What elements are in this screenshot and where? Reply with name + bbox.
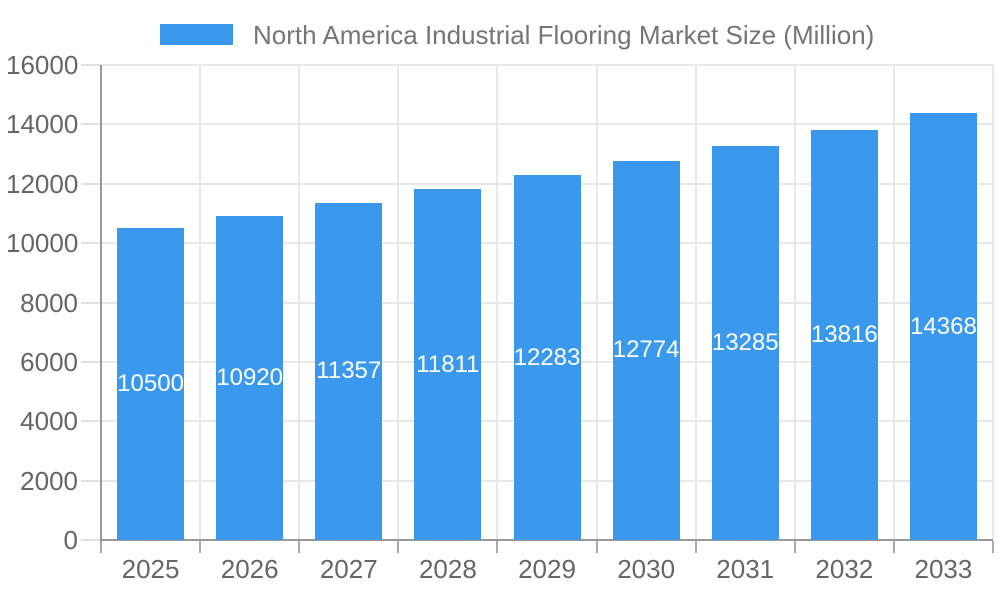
x-axis-tick [496,541,499,553]
x-axis-tick-label: 2030 [617,554,676,584]
y-axis-tick-label: 2000 [20,465,78,496]
bar-value-label: 11811 [416,350,480,378]
x-axis-tick [397,541,400,553]
y-axis-tick-label: 8000 [20,287,78,318]
x-axis-tick-label: 2031 [716,554,775,584]
gridline-vertical [199,65,202,540]
bar-value-label: 10500 [117,370,184,398]
x-axis-tick-label: 2032 [815,554,874,584]
bar-2029[interactable]: 12283 [513,175,581,540]
gridline-vertical [892,65,895,540]
bar-value-label: 10920 [216,363,284,391]
bar-2031[interactable]: 13285 [711,145,779,540]
y-axis-line [100,65,102,540]
x-axis-tick-label: 2027 [319,554,378,584]
bar-2032[interactable]: 13816 [810,129,878,540]
y-axis-tick-label: 6000 [20,346,78,377]
gridline-horizontal [101,123,993,126]
gridline-horizontal [101,64,993,66]
bar-value-label: 12774 [612,336,680,364]
y-axis-tick [81,242,101,245]
bar-2025[interactable]: 10500 [117,228,185,540]
y-axis-tick-label: 14000 [6,109,79,140]
y-axis-tick [81,360,101,363]
x-axis-tick [694,541,697,553]
legend-swatch-icon [160,24,233,45]
y-axis-tick-label: 16000 [6,50,79,80]
gridline-vertical [793,65,796,540]
bar-value-label: 11357 [316,357,382,385]
legend-item[interactable]: North America Industrial Flooring Market… [160,19,875,50]
bar-value-label: 12283 [513,343,581,371]
bar-2027[interactable]: 11357 [315,202,383,540]
x-axis-tick [199,541,202,553]
y-axis-tick-label: 10000 [6,228,79,259]
x-axis-line [100,539,993,541]
x-axis-tick-label: 2026 [220,554,279,584]
gridline-vertical [298,65,301,540]
bar-value-label: 13816 [810,320,878,348]
x-axis-tick-label: 2033 [914,554,973,584]
y-axis-tick-label: 4000 [20,406,78,437]
gridline-vertical [595,65,598,540]
x-axis-tick [793,541,796,553]
x-axis-tick [595,541,598,553]
bar-value-label: 13285 [711,328,779,356]
x-axis-tick [298,541,301,553]
bar-2033[interactable]: 14368 [909,113,977,540]
bar-2026[interactable]: 10920 [216,215,284,540]
gridline-vertical [496,65,499,540]
y-axis-tick [81,539,101,541]
y-axis-tick [81,182,101,185]
gridline-vertical [694,65,697,540]
x-axis-tick [992,541,994,553]
y-axis-tick [81,420,101,423]
gridline-vertical [992,65,994,540]
x-axis-tick [100,541,102,553]
x-axis-tick-label: 2025 [121,554,180,584]
x-axis-tick-label: 2029 [518,554,576,584]
y-axis-tick [81,479,101,482]
x-axis-tick [892,541,895,553]
y-axis-tick-label: 12000 [6,168,79,199]
gridline-vertical [397,65,400,540]
x-axis-tick-label: 2028 [418,554,477,584]
bar-value-label: 14368 [910,312,977,340]
y-axis-tick [81,64,101,66]
y-axis-tick [81,123,101,126]
legend-label: North America Industrial Flooring Market… [253,19,875,50]
y-axis-tick-label: 0 [63,525,78,555]
bar-2028[interactable]: 11811 [414,189,482,540]
bar-2030[interactable]: 12774 [612,160,680,540]
y-axis-tick [81,301,101,304]
